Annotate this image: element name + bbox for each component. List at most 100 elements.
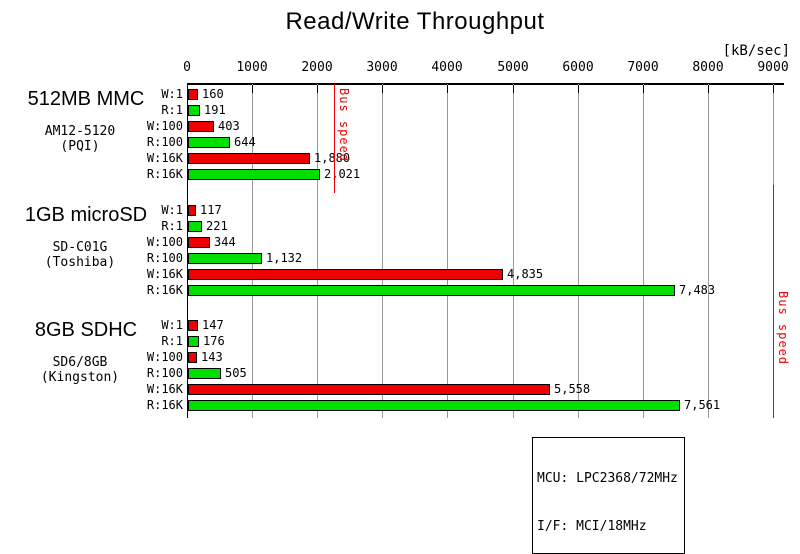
bar-value-label: 344 <box>214 235 236 249</box>
read-bar <box>188 400 680 411</box>
read-bar <box>188 368 221 379</box>
axis-tick <box>708 85 709 93</box>
gridline <box>578 84 579 418</box>
x-axis-line <box>187 83 784 85</box>
bar-value-label: 191 <box>204 103 226 117</box>
read-bar <box>188 221 202 232</box>
bar-value-label: 147 <box>202 318 224 332</box>
bar-value-label: 117 <box>200 203 222 217</box>
group-vendor: (PQI) <box>60 139 100 154</box>
read-bar <box>188 253 262 264</box>
axis-unit-label: [kB/sec] <box>722 43 790 59</box>
row-label: R:100 <box>146 135 183 149</box>
row-label: R:16K <box>146 283 183 297</box>
axis-tick-label: 4000 <box>431 60 463 75</box>
axis-tick <box>643 85 644 93</box>
row-label: R:100 <box>146 251 183 265</box>
info-box: MCU: LPC2368/72MHz I/F: MCI/18MHz <box>532 437 685 554</box>
group-name: 1GB microSD <box>24 204 148 226</box>
axis-tick <box>447 85 448 93</box>
write-bar <box>188 384 550 395</box>
bar-value-label: 7,561 <box>684 398 721 412</box>
group-vendor: (Kingston) <box>40 370 120 385</box>
read-bar <box>188 169 320 180</box>
row-label: W:1 <box>161 203 183 217</box>
y-axis-line <box>187 84 188 418</box>
row-label: W:16K <box>146 267 183 281</box>
gridline <box>708 84 709 418</box>
row-label: W:100 <box>146 350 183 364</box>
write-bar <box>188 320 198 331</box>
read-bar <box>188 285 675 296</box>
axis-tick <box>578 85 579 93</box>
gridline <box>317 84 318 418</box>
read-bar <box>188 336 199 347</box>
row-label: R:1 <box>161 334 183 348</box>
row-label: R:1 <box>161 103 183 117</box>
row-label: W:100 <box>146 119 183 133</box>
write-bar <box>188 153 310 164</box>
chart-title: Read/Write Throughput <box>285 8 545 35</box>
bar-value-label: 221 <box>206 219 228 233</box>
row-label: W:100 <box>146 235 183 249</box>
chart-plot-area: 0 1000 2000 3000 4000 5000 6000 7000 8000 9000 512… <box>24 60 790 418</box>
bar-value-label: 160 <box>202 87 224 101</box>
axis-tick-label: 7000 <box>627 60 659 75</box>
axis-tick-label: 8000 <box>692 60 724 75</box>
gridline <box>447 84 448 418</box>
gridline <box>252 84 253 418</box>
bar-value-label: 1,880 <box>314 151 351 165</box>
info-mcu: MCU: LPC2368/72MHz <box>537 471 678 486</box>
read-bar <box>188 137 230 148</box>
row-label: W:16K <box>146 382 183 396</box>
axis-tick-label: 2000 <box>301 60 333 75</box>
read-bar <box>188 105 200 116</box>
row-label: W:1 <box>161 87 183 101</box>
bar-value-label: 644 <box>234 135 256 149</box>
gridline <box>643 84 644 418</box>
bar-value-label: 7,483 <box>679 283 716 297</box>
bus-speed-label: Bus speed <box>776 291 790 366</box>
bus-speed-label: Bus speed <box>337 88 351 163</box>
bar-value-label: 5,558 <box>554 382 591 396</box>
group-name: 512MB MMC <box>27 88 145 110</box>
row-label: R:16K <box>146 398 183 412</box>
bar-value-label: 4,835 <box>507 267 544 281</box>
row-label: R:1 <box>161 219 183 233</box>
axis-tick <box>382 85 383 93</box>
row-label: W:16K <box>146 151 183 165</box>
group-model: SD6/8GB <box>52 355 108 370</box>
axis-tick-label: 5000 <box>497 60 529 75</box>
bus-speed-line <box>773 185 774 418</box>
axis-tick <box>252 85 253 93</box>
row-label: R:100 <box>146 366 183 380</box>
write-bar <box>188 121 214 132</box>
write-bar <box>188 352 197 363</box>
group-model: SD-C01G <box>52 240 108 255</box>
axis-tick-label: 6000 <box>562 60 594 75</box>
bar-value-label: 1,132 <box>266 251 303 265</box>
write-bar <box>188 89 198 100</box>
bar-value-label: 176 <box>203 334 225 348</box>
axis-tick-label: 0 <box>183 60 191 75</box>
info-interface: I/F: MCI/18MHz <box>537 519 647 534</box>
write-bar <box>188 237 210 248</box>
bar-value-label: 2,021 <box>324 167 361 181</box>
axis-tick-label: 1000 <box>236 60 268 75</box>
group-model: AM12-5120 <box>44 124 116 139</box>
write-bar <box>188 269 503 280</box>
axis-tick <box>773 85 774 93</box>
bar-value-label: 143 <box>201 350 223 364</box>
row-label: R:16K <box>146 167 183 181</box>
axis-tick-label: 3000 <box>366 60 398 75</box>
bar-value-label: 505 <box>225 366 247 380</box>
axis-tick <box>513 85 514 93</box>
row-label: W:1 <box>161 318 183 332</box>
group-name: 8GB SDHC <box>34 319 138 341</box>
bar-value-label: 403 <box>218 119 240 133</box>
gridline <box>382 84 383 418</box>
group-vendor: (Toshiba) <box>44 255 116 270</box>
write-bar <box>188 205 196 216</box>
gridline <box>513 84 514 418</box>
bus-speed-line <box>334 84 335 193</box>
